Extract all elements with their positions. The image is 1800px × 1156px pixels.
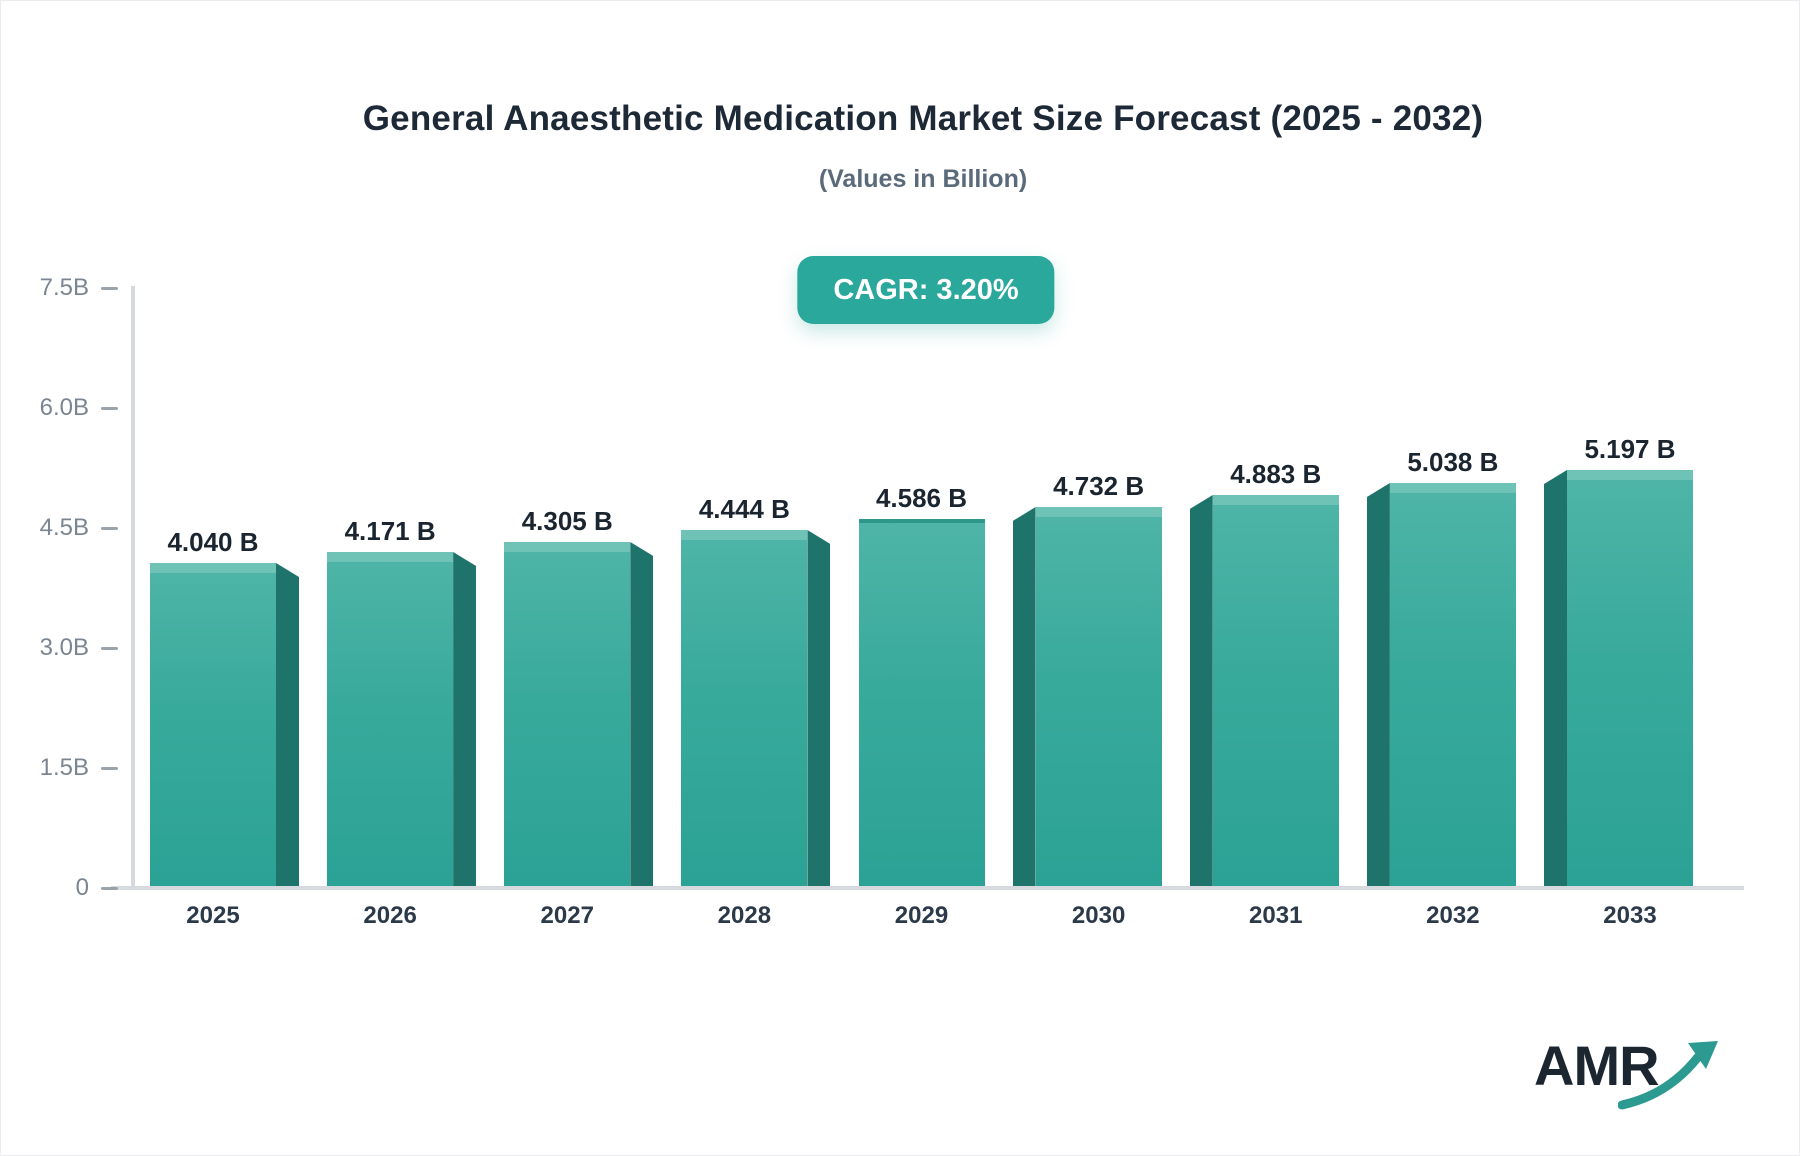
- bar-face: [1389, 483, 1516, 886]
- bar-face: [504, 542, 631, 886]
- bar-top-highlight: [1212, 495, 1339, 505]
- bar-top-highlight: [1389, 483, 1516, 493]
- bar-side-face: [453, 552, 477, 886]
- y-tick-label: 7.5B: [39, 274, 89, 301]
- bar-2031: [1189, 495, 1339, 886]
- y-tick-label: 3.0B: [39, 634, 89, 661]
- bar-value-label: 5.197 B: [1584, 434, 1676, 464]
- bar-face: [1212, 495, 1339, 886]
- bar-side-face: [1012, 507, 1036, 886]
- bar-2030: [1012, 507, 1162, 886]
- bar-2025: [150, 563, 299, 886]
- y-tick-dash: [101, 407, 118, 410]
- bar-value-label: 4.305 B: [521, 506, 613, 536]
- y-axis-line: [131, 286, 135, 890]
- bar-value-label: 4.171 B: [344, 516, 436, 546]
- bar-top-highlight: [1567, 470, 1693, 480]
- bar-top-highlight: [1035, 507, 1162, 517]
- bar-side-face: [807, 530, 831, 886]
- bar-2032: [1366, 483, 1516, 886]
- bar-value-label: 4.883 B: [1230, 459, 1322, 489]
- bar-2028: [681, 530, 831, 886]
- bar-face: [150, 563, 276, 886]
- bar-top-highlight: [150, 563, 276, 573]
- growth-arrow-icon: [1618, 1041, 1718, 1110]
- x-tick-label: 2033: [1603, 902, 1657, 929]
- chart-subtitle: (Values in Billion): [818, 165, 1028, 193]
- x-tick-label: 2028: [717, 902, 772, 929]
- bar-face: [1035, 507, 1162, 886]
- bar-face: [681, 530, 808, 886]
- bar-top-highlight: [504, 542, 631, 552]
- bar-2026: [327, 552, 477, 886]
- y-tick-dash: [101, 527, 118, 530]
- y-tick-dash: [101, 887, 118, 890]
- bar-value-label: 4.444 B: [698, 494, 790, 524]
- bar-side-face: [1366, 483, 1390, 886]
- amr-logo-text: AMR: [1534, 1034, 1660, 1097]
- bar-side-face: [1544, 470, 1567, 886]
- bar-top-highlight: [681, 530, 808, 540]
- bar-2033: [1544, 470, 1693, 886]
- bar-face: [858, 519, 985, 886]
- bar-2029: [858, 519, 985, 886]
- bar-2027: [504, 542, 654, 886]
- bar-side-face: [630, 542, 654, 886]
- cagr-badge: CAGR: 3.20%: [797, 256, 1055, 324]
- bar-value-label: 4.586 B: [875, 483, 968, 513]
- y-tick-label: 1.5B: [39, 754, 89, 781]
- y-tick-dash: [101, 647, 118, 650]
- bar-top-highlight: [858, 519, 985, 523]
- x-tick-label: 2031: [1249, 902, 1303, 929]
- x-tick-label: 2026: [363, 902, 417, 929]
- bar-face: [1567, 470, 1693, 886]
- x-tick-label: 2025: [186, 902, 240, 929]
- bar-side-face: [1189, 495, 1213, 886]
- y-tick-label: 0: [75, 874, 89, 901]
- y-tick-dash: [101, 287, 118, 290]
- x-tick-label: 2032: [1426, 902, 1480, 929]
- y-tick-label: 4.5B: [39, 514, 89, 541]
- bar-value-label: 5.038 B: [1407, 447, 1499, 477]
- chart-title: General Anaesthetic Medication Market Si…: [362, 99, 1484, 138]
- bar-side-face: [276, 563, 299, 886]
- amr-logo: AMR: [1534, 1033, 1724, 1113]
- bar-value-label: 4.040 B: [167, 527, 259, 557]
- y-tick-dash: [101, 767, 118, 770]
- y-tick-label: 6.0B: [39, 394, 89, 421]
- x-tick-label: 2027: [540, 902, 594, 929]
- bar-top-highlight: [327, 552, 454, 562]
- x-tick-label: 2029: [894, 902, 949, 929]
- bar-face: [327, 552, 454, 886]
- x-tick-label: 2030: [1071, 902, 1126, 929]
- bar-value-label: 4.732 B: [1053, 471, 1145, 501]
- x-axis-line: [111, 886, 1744, 890]
